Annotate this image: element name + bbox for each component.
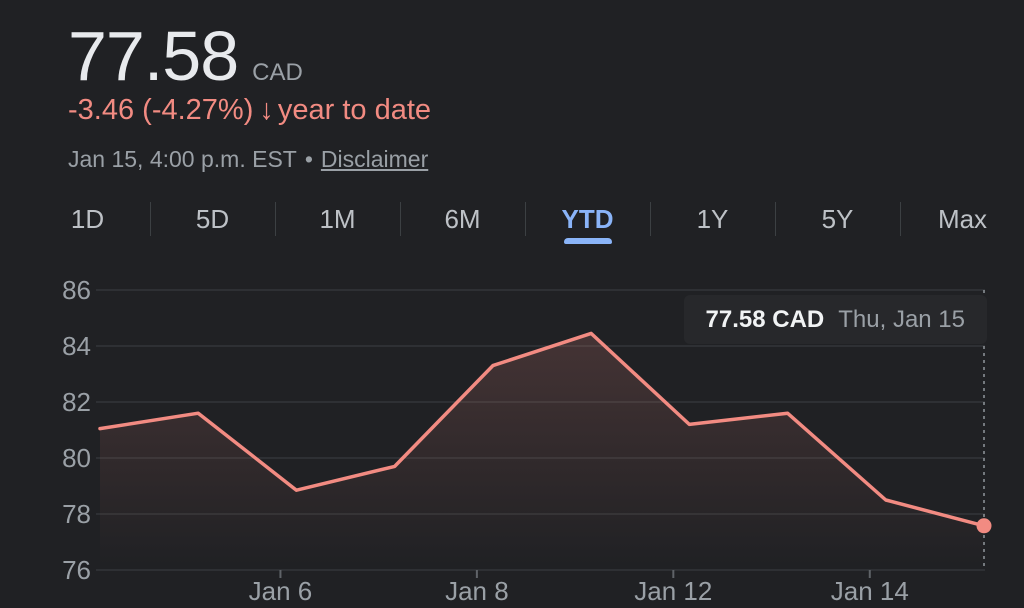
x-axis-label: Jan 8 (445, 576, 509, 606)
x-axis-label: Jan 6 (249, 576, 313, 606)
currency-label: CAD (252, 59, 303, 86)
price-value: 77.58 (68, 17, 239, 95)
tab-label: YTD (561, 203, 614, 234)
tab-1d[interactable]: 1D (25, 195, 150, 243)
y-axis-label: 84 (62, 331, 91, 361)
price-line (98, 331, 986, 528)
tab-5y[interactable]: 5Y (775, 195, 900, 243)
highlight-dot (976, 518, 992, 534)
tab-5d[interactable]: 5D (150, 195, 275, 243)
tooltip-price: 77.58 CAD (705, 305, 825, 333)
price-change: -3.46 (-4.27%) ↓ year to date (68, 94, 431, 127)
tab-max[interactable]: Max (900, 195, 1024, 243)
tab-1y[interactable]: 1Y (650, 195, 775, 243)
chart-tooltip: 77.58 CAD Thu, Jan 15 (683, 295, 987, 344)
tab-ytd[interactable]: YTD (525, 195, 650, 244)
range-tab-bar: 1D 5D 1M 6M YTD 1Y 5Y Max (25, 195, 1024, 244)
y-axis-label: 86 (62, 278, 91, 305)
active-tab-underline (563, 238, 612, 244)
tab-label: 1M (319, 203, 356, 234)
price-chart[interactable]: 86 84 82 80 78 76 Jan 6 Jan 8 Jan 12 Jan 14 (0, 275, 1024, 608)
tab-label: 6M (444, 203, 481, 234)
disclaimer-link[interactable]: Disclaimer (320, 146, 429, 172)
tab-label: 1D (70, 203, 105, 234)
change-text: -3.46 (-4.27%) (68, 94, 254, 126)
y-axis-label: 80 (62, 443, 91, 473)
tab-6m[interactable]: 6M (400, 195, 525, 243)
tab-label: 5D (195, 203, 230, 234)
y-axis-label: 78 (62, 499, 91, 529)
area-fill (100, 333, 984, 570)
quote-meta: Jan 15, 4:00 p.m. EST • Disclaimer (68, 146, 428, 173)
tab-label: 5Y (821, 203, 854, 234)
tab-label: 1Y (696, 203, 729, 234)
x-axis-label: Jan 12 (634, 576, 712, 606)
change-period-label: year to date (277, 94, 432, 126)
meta-separator: • (304, 146, 313, 172)
x-axis-label: Jan 14 (831, 576, 909, 606)
y-axis-label: 76 (62, 555, 91, 585)
down-arrow-icon: ↓ (259, 94, 274, 126)
tab-1m[interactable]: 1M (275, 195, 400, 243)
tab-label: Max (937, 203, 988, 234)
tooltip-date: Thu, Jan 15 (838, 305, 965, 333)
y-axis-label: 82 (62, 387, 91, 417)
timestamp: Jan 15, 4:00 p.m. EST (68, 146, 297, 172)
price-header: 77.58 CAD (68, 16, 303, 96)
